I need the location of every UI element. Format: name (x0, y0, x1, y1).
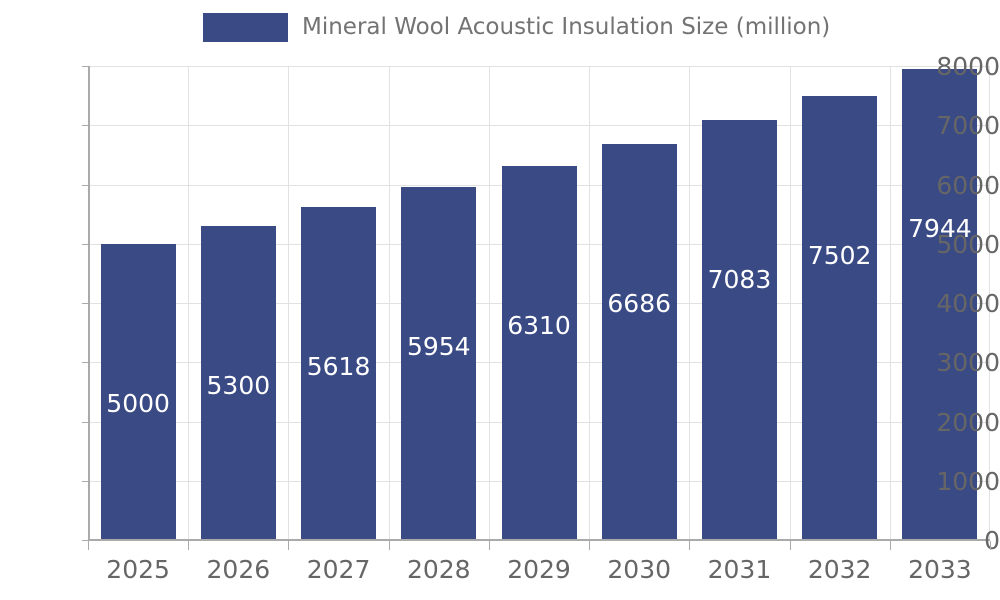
bar[interactable] (701, 120, 777, 540)
x-tick-mark (589, 541, 590, 550)
y-tick-mark (82, 243, 88, 245)
x-tick-label: 2026 (206, 555, 271, 584)
bar[interactable] (902, 69, 978, 540)
bar[interactable] (601, 143, 677, 540)
legend-series-label: Mineral Wool Acoustic Insulation Size (m… (302, 13, 831, 40)
x-tick-label: 2029 (507, 555, 571, 584)
bar[interactable] (802, 95, 878, 540)
gridline-vertical (389, 66, 390, 540)
gridline-vertical (589, 66, 590, 540)
x-tick-label: 2025 (106, 555, 170, 584)
bar-value-label: 5300 (206, 370, 271, 400)
gridline-vertical (188, 66, 189, 540)
gridline-vertical (288, 66, 289, 540)
y-tick-mark (82, 421, 88, 423)
y-tick-mark (82, 362, 88, 364)
gridline-vertical (790, 66, 791, 540)
x-tick-mark (489, 541, 490, 550)
x-axis-line (88, 539, 990, 541)
y-tick-label: 3000 (936, 348, 1000, 378)
y-tick-label: 5000 (936, 229, 1000, 259)
y-axis-line (88, 66, 90, 541)
x-tick-mark (389, 541, 390, 550)
y-tick-label: 0 (984, 526, 1000, 555)
x-tick-mark (990, 541, 991, 550)
bar-value-label: 5000 (106, 388, 170, 418)
y-tick-label: 4000 (936, 289, 1000, 318)
bar-value-label: 7502 (807, 240, 872, 270)
x-tick-label: 2031 (707, 555, 772, 584)
legend-color-swatch (203, 12, 288, 42)
x-tick-mark (188, 541, 189, 550)
y-tick-mark (82, 184, 88, 186)
bar-value-label: 5954 (406, 332, 471, 362)
bar[interactable] (401, 187, 477, 540)
bar-value-label: 5618 (306, 352, 371, 382)
bar[interactable] (200, 225, 276, 540)
gridline-horizontal (88, 66, 990, 67)
bar-value-label: 7083 (707, 265, 772, 295)
x-tick-mark (790, 541, 791, 550)
bar-value-label: 6686 (607, 288, 672, 318)
y-tick-label: 8000 (936, 52, 1000, 81)
y-tick-mark (82, 66, 88, 67)
y-tick-mark (82, 480, 88, 482)
plot-area: 5000 5300 5618 5954 6310 6686 7083 7502 7944 (88, 66, 990, 541)
x-tick-label: 2027 (306, 555, 371, 584)
x-tick-mark (890, 541, 891, 550)
gridline-vertical (489, 66, 490, 540)
bar-value-label: 7944 (908, 214, 972, 244)
gridline-vertical (890, 66, 891, 540)
x-tick-mark (288, 541, 289, 550)
bar[interactable] (301, 207, 377, 540)
x-tick-mark (88, 541, 89, 550)
gridline-vertical (689, 66, 690, 540)
bar[interactable] (100, 243, 176, 540)
bar-value-label: 6310 (507, 311, 571, 341)
x-tick-mark (689, 541, 690, 550)
gridline-vertical (989, 66, 990, 540)
y-tick-label: 6000 (936, 170, 1000, 200)
x-tick-label: 2032 (807, 555, 872, 584)
chart-legend: Mineral Wool Acoustic Insulation Size (m… (203, 8, 830, 46)
y-tick-label: 7000 (936, 111, 1000, 141)
y-tick-mark (82, 125, 88, 127)
x-tick-label: 2030 (607, 555, 672, 584)
y-tick-label: 2000 (936, 407, 1000, 437)
bar[interactable] (501, 166, 577, 540)
y-tick-mark (82, 540, 88, 541)
y-tick-label: 1000 (936, 466, 1000, 496)
gridline-horizontal (88, 125, 990, 127)
y-tick-mark (82, 303, 88, 304)
x-tick-label: 2033 (908, 555, 972, 584)
x-tick-label: 2028 (406, 555, 471, 584)
